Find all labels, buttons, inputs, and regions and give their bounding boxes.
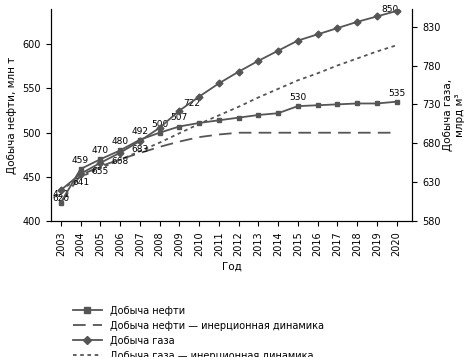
Text: 620: 620 [52,194,69,203]
Text: 500: 500 [151,120,168,129]
Text: 655: 655 [91,167,109,176]
Text: 459: 459 [72,156,89,165]
Y-axis label: Добыча нефти, млн т: Добыча нефти, млн т [7,56,17,174]
Text: 480: 480 [111,137,128,146]
Text: 668: 668 [111,157,128,166]
Text: 535: 535 [388,89,405,97]
Y-axis label: Добыча газа,
млрд м³: Добыча газа, млрд м³ [443,79,465,151]
Text: 683: 683 [131,145,148,154]
Text: 470: 470 [91,146,109,155]
Text: 492: 492 [131,127,148,136]
Text: 641: 641 [72,178,89,187]
Text: 530: 530 [289,93,306,102]
X-axis label: Год: Год [222,261,242,271]
Text: 722: 722 [183,99,201,108]
Text: 421: 421 [52,190,69,198]
Legend: Добыча нефти, Добыча нефти — инерционная динамика, Добыча газа, Добыча газа — ин: Добыча нефти, Добыча нефти — инерционная… [69,302,328,357]
Text: 850: 850 [381,5,398,14]
Text: 507: 507 [171,114,188,122]
